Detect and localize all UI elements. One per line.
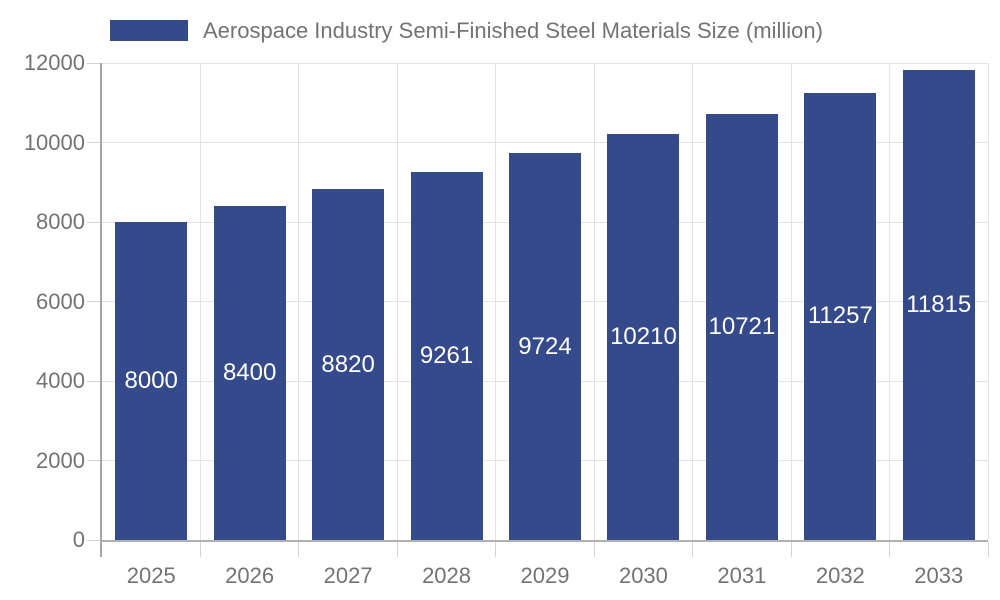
y-axis-tick-label: 2000 bbox=[36, 447, 85, 473]
bar-value-label: 11257 bbox=[807, 302, 873, 330]
x-axis-tick-label: 2031 bbox=[717, 563, 767, 588]
x-tick-mark bbox=[199, 542, 201, 557]
v-gridline bbox=[790, 63, 792, 540]
h-gridline bbox=[102, 142, 988, 143]
y-tick-mark bbox=[87, 221, 100, 223]
bar-value-label: 9724 bbox=[518, 332, 572, 360]
y-axis-tick-label: 0 bbox=[72, 527, 85, 552]
x-tick-mark bbox=[889, 542, 891, 557]
bar: 11257 bbox=[804, 92, 877, 540]
v-gridline bbox=[889, 63, 891, 540]
x-axis-tick-label: 2025 bbox=[126, 563, 176, 588]
v-gridline bbox=[495, 63, 497, 540]
bar: 10210 bbox=[607, 134, 680, 540]
bar: 10721 bbox=[705, 113, 778, 540]
legend-label: Aerospace Industry Semi-Finished Steel M… bbox=[203, 18, 823, 43]
y-tick-mark bbox=[87, 62, 100, 64]
x-tick-mark bbox=[790, 542, 792, 557]
y-tick-mark bbox=[87, 539, 100, 541]
x-tick-mark bbox=[987, 542, 989, 557]
bar-value-label: 9261 bbox=[419, 341, 474, 369]
y-axis-tick-label: 10000 bbox=[23, 129, 85, 155]
legend-item[interactable]: Aerospace Industry Semi-Finished Steel M… bbox=[110, 18, 823, 43]
bar: 9261 bbox=[410, 171, 483, 540]
v-gridline bbox=[593, 63, 595, 540]
y-axis-tick-label: 12000 bbox=[23, 50, 85, 75]
y-axis-line bbox=[100, 63, 102, 557]
bar-value-label: 10721 bbox=[708, 312, 776, 340]
x-axis-tick-label: 2026 bbox=[225, 563, 275, 588]
x-axis-tick-label: 2032 bbox=[815, 563, 865, 588]
y-tick-mark bbox=[87, 142, 100, 143]
bar-value-label: 11815 bbox=[906, 291, 972, 319]
v-gridline bbox=[692, 63, 694, 540]
y-axis-tick-label: 6000 bbox=[36, 288, 85, 314]
v-gridline bbox=[396, 63, 398, 540]
x-tick-mark bbox=[495, 542, 497, 557]
x-axis-line bbox=[100, 540, 988, 542]
bar: 11815 bbox=[902, 70, 975, 540]
y-axis-tick-label: 4000 bbox=[36, 368, 85, 393]
x-tick-mark bbox=[593, 542, 595, 557]
x-axis-tick-label: 2033 bbox=[914, 563, 964, 588]
bar-value-label: 10210 bbox=[610, 323, 677, 351]
v-gridline bbox=[199, 63, 201, 540]
x-axis-tick-label: 2028 bbox=[422, 563, 472, 588]
y-tick-mark bbox=[87, 460, 100, 461]
bar-value-label: 8000 bbox=[124, 367, 178, 394]
bar-value-label: 8820 bbox=[321, 350, 375, 378]
x-tick-mark bbox=[396, 542, 398, 557]
x-tick-mark bbox=[692, 542, 694, 557]
bar: 8000 bbox=[115, 222, 188, 540]
plot-area: 8000 8400 8820 9261 9724 10210 10721 11257 11815 bbox=[102, 62, 989, 540]
bar: 9724 bbox=[509, 153, 581, 540]
bar: 8400 bbox=[213, 206, 286, 540]
bar-value-label: 8400 bbox=[222, 359, 277, 387]
h-gridline bbox=[102, 62, 988, 64]
x-axis-tick-label: 2030 bbox=[618, 563, 668, 588]
x-tick-mark bbox=[298, 542, 300, 557]
y-tick-mark bbox=[87, 380, 100, 382]
v-gridline bbox=[987, 63, 989, 540]
x-axis-tick-label: 2027 bbox=[323, 563, 373, 588]
v-gridline bbox=[298, 63, 300, 540]
y-axis-tick-label: 8000 bbox=[36, 209, 85, 234]
x-axis-tick-label: 2029 bbox=[520, 563, 570, 588]
legend-swatch bbox=[110, 20, 188, 41]
bar: 8820 bbox=[312, 189, 385, 540]
y-tick-mark bbox=[87, 301, 100, 302]
